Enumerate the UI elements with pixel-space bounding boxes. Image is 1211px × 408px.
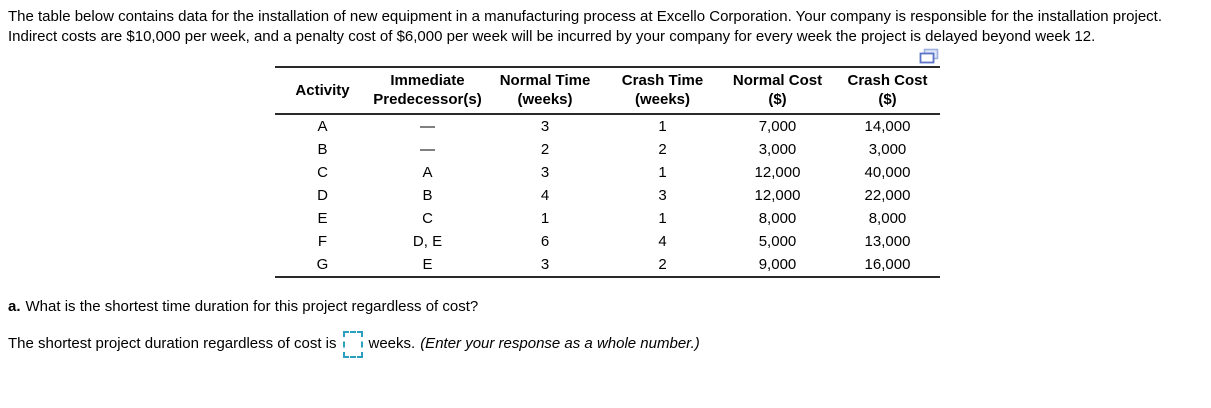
question-label: a.: [8, 298, 21, 315]
cell-predecessors: D, E: [412, 233, 443, 250]
cell-normal-cost: 7,000: [758, 118, 797, 135]
cell-predecessors: B: [422, 187, 433, 204]
cell-activity: E: [317, 210, 328, 227]
cell-normal-time: 2: [540, 141, 550, 158]
answer-line: The shortest project duration regardless…: [8, 330, 1203, 358]
cell-crash-time: 1: [658, 118, 667, 135]
table-row: E C 1 1 8,000 8,000: [275, 207, 940, 230]
cell-predecessors: —: [420, 118, 435, 135]
table-row: A — 3 1 7,000 14,000: [275, 114, 940, 138]
table-toolbar: [275, 48, 940, 66]
data-table-zone: Activity Immediate Predecessor(s) Normal…: [275, 48, 940, 278]
cell-activity: F: [317, 233, 328, 250]
table-row: G E 3 2 9,000 16,000: [275, 253, 940, 277]
cell-crash-cost: 22,000: [864, 187, 911, 204]
cell-crash-time: 2: [658, 141, 667, 158]
cell-normal-time: 6: [540, 233, 550, 250]
cell-normal-time: 3: [540, 118, 550, 135]
cell-crash-cost: 14,000: [864, 118, 911, 135]
question-a: a. What is the shortest time duration for…: [8, 296, 1203, 317]
table-row: C A 3 1 12,000 40,000: [275, 161, 940, 184]
table-row: F D, E 6 4 5,000 13,000: [275, 230, 940, 253]
cell-activity: G: [316, 256, 329, 273]
answer-hint: (Enter your response as a whole number.): [420, 335, 700, 352]
cell-normal-cost: 3,000: [758, 141, 797, 158]
answer-input[interactable]: [342, 330, 363, 358]
table-row: D B 4 3 12,000 22,000: [275, 184, 940, 207]
cell-normal-cost: 5,000: [758, 233, 797, 250]
cell-normal-cost: 8,000: [758, 210, 797, 227]
col-header-predecessors: Immediate Predecessor(s): [370, 67, 485, 115]
cell-normal-cost: 12,000: [754, 187, 801, 204]
header-row: Activity Immediate Predecessor(s) Normal…: [275, 67, 940, 115]
col-header-crash-cost: Crash Cost ($): [835, 67, 940, 115]
col-header-crash-time: Crash Time (weeks): [605, 67, 720, 115]
cell-normal-time: 1: [540, 210, 550, 227]
cell-predecessors: A: [422, 164, 433, 181]
answer-prefix: The shortest project duration regardless…: [8, 335, 337, 352]
cell-crash-time: 4: [658, 233, 667, 250]
table-row: B — 2 2 3,000 3,000: [275, 138, 940, 161]
cell-activity: C: [317, 164, 328, 181]
cell-normal-cost: 9,000: [758, 256, 797, 273]
cell-crash-time: 1: [658, 210, 667, 227]
cell-normal-time: 4: [540, 187, 550, 204]
cell-activity: D: [317, 187, 328, 204]
cell-predecessors: —: [420, 141, 435, 158]
cell-crash-cost: 3,000: [868, 141, 907, 158]
question-text: What is the shortest time duration for t…: [25, 298, 479, 315]
cell-crash-time: 1: [658, 164, 667, 181]
problem-statement: The table below contains data for the in…: [8, 8, 1162, 45]
cell-crash-cost: 8,000: [868, 210, 907, 227]
cell-activity: B: [317, 141, 328, 158]
cell-normal-time: 3: [540, 256, 550, 273]
cell-normal-time: 3: [540, 164, 550, 181]
cell-normal-cost: 12,000: [754, 164, 801, 181]
activity-data-table: Activity Immediate Predecessor(s) Normal…: [275, 66, 940, 278]
col-header-normal-time: Normal Time (weeks): [485, 67, 605, 115]
popup-table-icon[interactable]: [919, 48, 939, 66]
cell-activity: A: [317, 118, 328, 135]
answer-suffix: weeks.: [368, 335, 416, 352]
cell-crash-cost: 16,000: [864, 256, 911, 273]
cell-crash-time: 2: [658, 256, 667, 273]
cell-crash-time: 3: [658, 187, 667, 204]
cell-predecessors: E: [422, 256, 433, 273]
col-header-normal-cost: Normal Cost ($): [720, 67, 835, 115]
cell-predecessors: C: [422, 210, 433, 227]
cell-crash-cost: 13,000: [864, 233, 911, 250]
cell-crash-cost: 40,000: [864, 164, 911, 181]
col-header-activity: Activity: [275, 67, 370, 115]
